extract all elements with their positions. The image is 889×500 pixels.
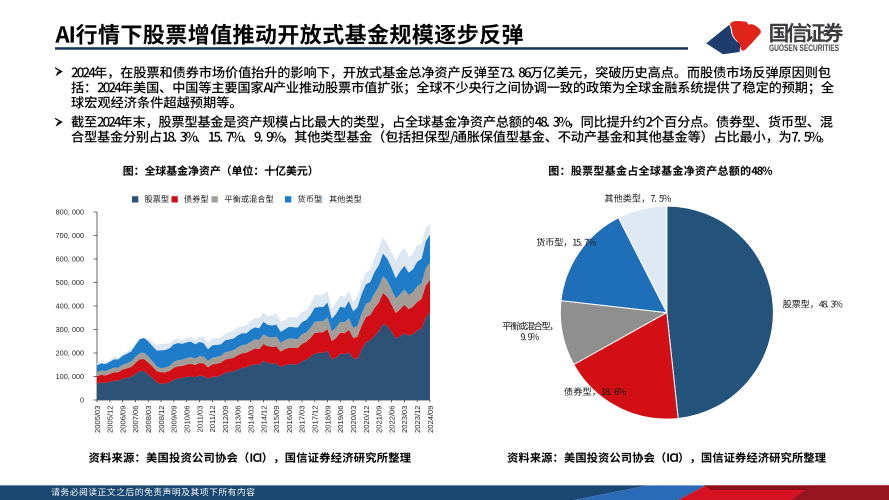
svg-text:2022/06: 2022/06	[387, 406, 396, 433]
svg-text:2008/12: 2008/12	[157, 406, 166, 433]
svg-text:2015/09: 2015/09	[272, 406, 281, 433]
svg-text:0: 0	[80, 396, 84, 405]
svg-text:2014/12: 2014/12	[259, 406, 268, 433]
svg-text:2013/06: 2013/06	[234, 406, 243, 433]
svg-text:2024/09: 2024/09	[426, 406, 435, 433]
svg-text:100, 000: 100, 000	[56, 372, 84, 381]
svg-text:2016/06: 2016/06	[285, 406, 294, 433]
svg-text:2005/03: 2005/03	[93, 406, 102, 433]
svg-text:2020/12: 2020/12	[362, 406, 371, 433]
svg-text:500, 000: 500, 000	[56, 278, 84, 287]
svg-text:2010/06: 2010/06	[183, 406, 192, 433]
svg-text:2021/09: 2021/09	[375, 406, 384, 433]
svg-text:700, 000: 700, 000	[56, 231, 84, 240]
svg-text:2019/06: 2019/06	[336, 406, 345, 433]
svg-text:2023/12: 2023/12	[413, 406, 422, 433]
svg-text:2009/09: 2009/09	[170, 406, 179, 433]
svg-text:2018/09: 2018/09	[323, 406, 332, 433]
svg-text:200, 000: 200, 000	[56, 349, 84, 358]
svg-text:GUOSEN SECURITIES: GUOSEN SECURITIES	[769, 43, 839, 53]
svg-text:300, 000: 300, 000	[56, 325, 84, 334]
svg-text:2020/03: 2020/03	[349, 406, 358, 433]
svg-text:800, 000: 800, 000	[56, 208, 84, 217]
svg-text:2017/03: 2017/03	[298, 406, 307, 433]
svg-text:2007/06: 2007/06	[131, 406, 140, 433]
svg-text:2011/12: 2011/12	[208, 406, 217, 433]
svg-text:400, 000: 400, 000	[56, 302, 84, 311]
svg-text:2011/03: 2011/03	[195, 406, 204, 433]
svg-text:2006/09: 2006/09	[118, 406, 127, 433]
svg-text:2014/03: 2014/03	[247, 406, 256, 433]
svg-text:2005/12: 2005/12	[106, 406, 115, 433]
svg-text:2008/03: 2008/03	[144, 406, 153, 433]
svg-text:2023/03: 2023/03	[400, 406, 409, 433]
svg-text:600, 000: 600, 000	[56, 255, 84, 264]
svg-text:2012/09: 2012/09	[221, 406, 230, 433]
svg-text:2017/12: 2017/12	[311, 406, 320, 433]
